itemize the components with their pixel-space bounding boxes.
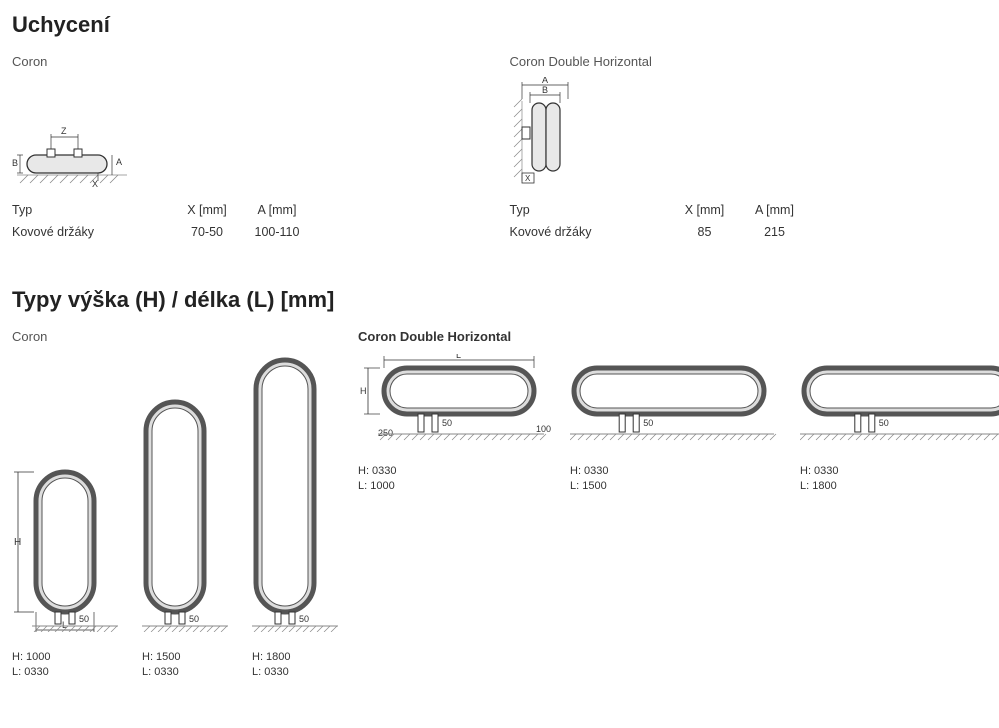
th-x2: X [mm] — [670, 203, 740, 217]
svg-text:L: L — [456, 354, 461, 360]
coron-dh-diagram: A B — [510, 77, 988, 197]
dim-labels: H: 1000L: 0330 — [12, 650, 51, 680]
horizontal-shape: 50 H: 0330L: 1500 — [570, 354, 784, 494]
dim-b2: B — [542, 85, 548, 95]
svg-text:50: 50 — [643, 418, 653, 428]
dim-x2: X — [525, 174, 531, 183]
dim-labels: H: 1500L: 0330 — [142, 650, 181, 680]
coron-dh-label2: Coron Double Horizontal — [358, 329, 999, 344]
th-typ2: Typ — [510, 203, 670, 217]
td-a: 100-110 — [242, 225, 312, 239]
coron-table: Typ X [mm] A [mm] Kovové držáky 70-50 10… — [12, 203, 490, 239]
svg-text:100: 100 — [536, 424, 551, 434]
td-typ2: Kovové držáky — [510, 225, 670, 239]
svg-text:H: H — [14, 537, 21, 548]
th-x: X [mm] — [172, 203, 242, 217]
dim-labels: H: 1800L: 0330 — [252, 650, 291, 680]
horizontal-shapes-row: L H 250 100 50 H: 0330L: 1000 50 H: 0330L:… — [358, 354, 999, 494]
svg-text:50: 50 — [442, 418, 452, 428]
dim-a2: A — [542, 77, 548, 85]
svg-text:250: 250 — [378, 428, 393, 438]
mounting-right: Coron Double Horizontal A B — [510, 54, 988, 239]
dim-labels: H: 0330L: 1800 — [800, 464, 839, 494]
coron-label: Coron — [12, 54, 490, 69]
section1-title: Uchycení — [12, 12, 987, 38]
svg-text:L: L — [62, 620, 67, 630]
vertical-shape: H L 50 H: 1000L: 0330 — [12, 354, 124, 680]
svg-text:50: 50 — [299, 614, 309, 624]
svg-text:50: 50 — [189, 614, 199, 624]
types-right: Coron Double Horizontal L H 250 100 50 H: … — [358, 329, 999, 680]
svg-text:50: 50 — [879, 418, 889, 428]
horizontal-shape: L H 250 100 50 H: 0330L: 1000 — [358, 354, 554, 494]
dim-labels: H: 0330L: 1000 — [358, 464, 397, 494]
vertical-shapes-row: H L 50 H: 1000L: 0330 50 H: 1500L: 0330 … — [12, 354, 358, 680]
coron-label2: Coron — [12, 329, 358, 344]
coron-dh-mount-svg: A B — [510, 77, 600, 197]
mounting-row: Coron — [12, 54, 987, 239]
th-a2: A [mm] — [740, 203, 810, 217]
coron-mount-svg: Z B A X — [12, 107, 142, 197]
td-x: 70-50 — [172, 225, 242, 239]
mounting-left: Coron — [12, 54, 490, 239]
td-a2: 215 — [740, 225, 810, 239]
types-left: Coron H L 50 H: 1000L: 0330 50 H: 1500L:… — [12, 329, 358, 680]
dim-b: B — [12, 158, 18, 168]
section2-title: Typy výška (H) / délka (L) [mm] — [12, 287, 987, 313]
coron-dh-table: Typ X [mm] A [mm] Kovové držáky 85 215 — [510, 203, 988, 239]
types-section: Typy výška (H) / délka (L) [mm] Coron H … — [12, 287, 987, 680]
td-x2: 85 — [670, 225, 740, 239]
dim-z: Z — [61, 126, 67, 136]
vertical-shape: 50 H: 1800L: 0330 — [252, 354, 344, 680]
dim-x: X — [92, 179, 98, 189]
td-typ: Kovové držáky — [12, 225, 172, 239]
coron-diagram: Z B A X — [12, 77, 490, 197]
svg-text:H: H — [360, 386, 367, 396]
dim-labels: H: 0330L: 1500 — [570, 464, 609, 494]
dim-a: A — [116, 157, 122, 167]
svg-text:50: 50 — [79, 614, 89, 624]
horizontal-shape: 50 H: 0330L: 1800 — [800, 354, 999, 494]
th-a: A [mm] — [242, 203, 312, 217]
coron-dh-label: Coron Double Horizontal — [510, 54, 988, 69]
vertical-shape: 50 H: 1500L: 0330 — [142, 354, 234, 680]
th-typ: Typ — [12, 203, 172, 217]
